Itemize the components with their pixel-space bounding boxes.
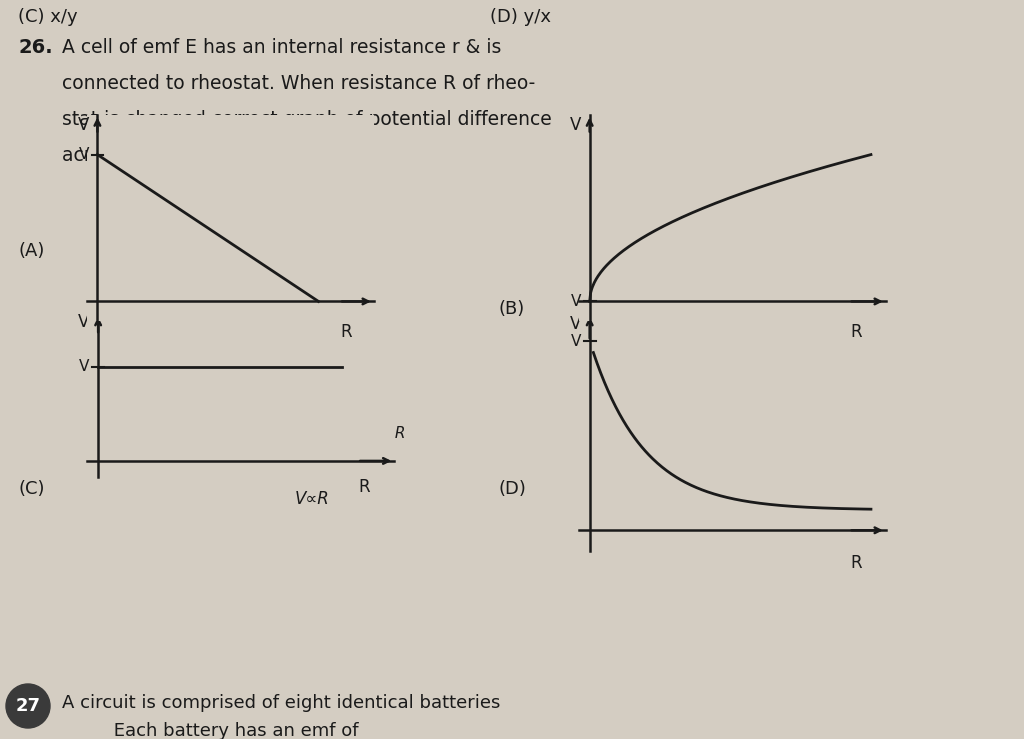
Text: v = (E/(R+r))R: v = (E/(R+r))R (295, 425, 406, 440)
Text: V: V (79, 359, 89, 374)
Text: V: V (78, 313, 89, 331)
Text: 27: 27 (15, 697, 41, 715)
Text: stat is changed correct graph of potential difference: stat is changed correct graph of potenti… (62, 110, 552, 129)
Text: V = E - ir: V = E - ir (620, 182, 714, 202)
Text: V∝R: V∝R (295, 490, 330, 508)
Text: V=IR: V=IR (310, 390, 351, 408)
Text: V: V (79, 147, 89, 162)
Text: A cell of emf E has an internal resistance r & is: A cell of emf E has an internal resistan… (62, 38, 502, 57)
Circle shape (6, 684, 50, 728)
Text: R: R (340, 323, 352, 341)
Text: across it is: across it is (62, 146, 162, 165)
Text: Each battery has an emf of: Each battery has an emf of (62, 722, 358, 739)
Text: V: V (570, 333, 581, 349)
Text: (A): (A) (18, 242, 44, 260)
Text: R: R (358, 477, 371, 496)
Text: connected to rheostat. When resistance R of rheo-: connected to rheostat. When resistance R… (62, 74, 536, 93)
Text: (C): (C) (18, 480, 44, 498)
Text: 26.: 26. (18, 38, 52, 57)
Text: R: R (850, 323, 862, 341)
Text: V: V (78, 115, 89, 134)
Text: V: V (570, 294, 581, 309)
Text: V: V (569, 115, 581, 134)
Text: A circuit is comprised of eight identical batteries: A circuit is comprised of eight identica… (62, 694, 501, 712)
Text: V: V (569, 316, 581, 333)
Text: R: R (850, 554, 862, 572)
Text: (D) y/x: (D) y/x (490, 8, 551, 26)
Text: (B): (B) (498, 300, 524, 318)
Text: (D): (D) (498, 480, 526, 498)
Text: (C) x/y: (C) x/y (18, 8, 78, 26)
